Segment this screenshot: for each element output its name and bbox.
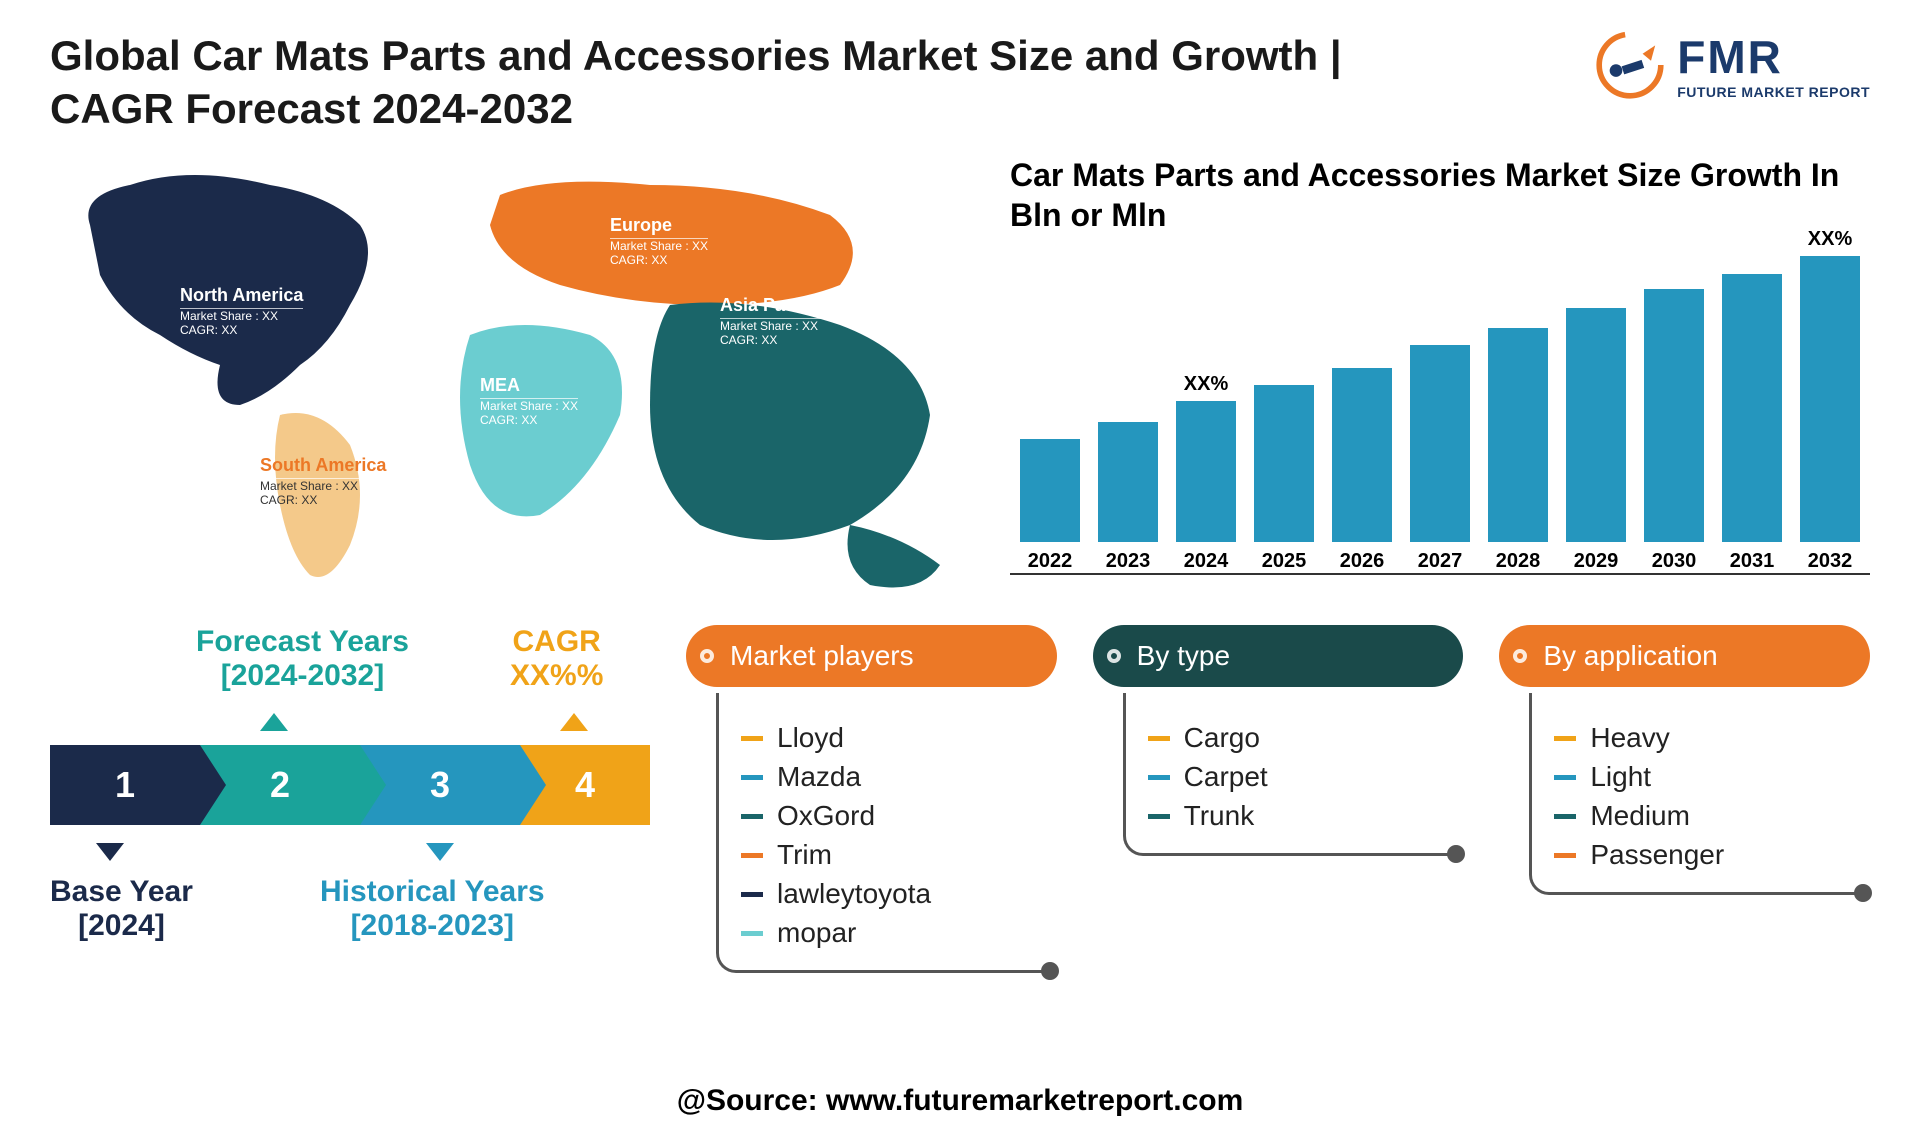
base-value: [2024] — [50, 909, 193, 943]
lower-section: Forecast Years [2024-2032] CAGR XX%% 123… — [50, 625, 1870, 973]
timeline-row: 1234 — [50, 745, 650, 825]
cat-item: lawleytoyota — [741, 878, 1043, 910]
logo-fmr: FMR — [1677, 30, 1870, 84]
world-map: North AmericaMarket Share : XXCAGR: XX So… — [50, 155, 970, 595]
forecast-label: Forecast Years [2024-2032] — [196, 625, 409, 693]
tri-down-navy — [96, 843, 124, 861]
bar-2023: 2023 — [1098, 422, 1158, 573]
cat-item: Cargo — [1148, 722, 1450, 754]
category-list: Cargo Carpet Trunk — [1123, 693, 1464, 856]
bar-2031: 2031 — [1722, 274, 1782, 573]
cat-item: Light — [1554, 761, 1856, 793]
logo-text: FMR FUTURE MARKET REPORT — [1677, 30, 1870, 100]
category-list: Lloyd Mazda OxGord Trim lawleytoyota mopar — [716, 693, 1057, 973]
upper-section: North AmericaMarket Share : XXCAGR: XX So… — [50, 155, 1870, 595]
cat-item: mopar — [741, 917, 1043, 949]
cat-item: Medium — [1554, 800, 1856, 832]
bar-2030: 2030 — [1644, 289, 1704, 573]
timeline: Forecast Years [2024-2032] CAGR XX%% 123… — [50, 625, 650, 973]
cat-item: Lloyd — [741, 722, 1043, 754]
logo-sub: FUTURE MARKET REPORT — [1677, 84, 1870, 100]
tri-up-orange — [560, 713, 588, 731]
base-label-text: Base Year — [50, 875, 193, 909]
historical-label: Historical Years [2018-2023] — [320, 875, 545, 943]
category-pill: Market players — [686, 625, 1057, 687]
categories: Market players Lloyd Mazda OxGord Trim lawley… — [686, 625, 1870, 973]
category-pill: By type — [1093, 625, 1464, 687]
bar-2028: 2028 — [1488, 328, 1548, 573]
tri-down-blue — [426, 843, 454, 861]
region-label-mea: MEAMarket Share : XXCAGR: XX — [480, 375, 578, 427]
cat-item: Passenger — [1554, 839, 1856, 871]
category-list: Heavy Light Medium Passenger — [1529, 693, 1870, 895]
category-2: By application Heavy Light Medium Passenger — [1499, 625, 1870, 973]
region-label-asia_pacific: Asia PacificMarket Share : XXCAGR: XX — [720, 295, 821, 347]
bar-chart: 2022 2023 XX%2024 2025 2026 2027 2028 2029 2030 2… — [1010, 255, 1870, 575]
timeline-step-1: 1 — [50, 745, 200, 825]
bar-chart-area: Car Mats Parts and Accessories Market Si… — [1010, 155, 1870, 595]
bar-2022: 2022 — [1020, 439, 1080, 573]
region-label-europe: EuropeMarket Share : XXCAGR: XX — [610, 215, 708, 267]
cat-item: Mazda — [741, 761, 1043, 793]
bar-2024: XX%2024 — [1176, 401, 1236, 573]
historical-value: [2018-2023] — [320, 909, 545, 943]
region-label-north_america: North AmericaMarket Share : XXCAGR: XX — [180, 285, 303, 337]
cat-item: Heavy — [1554, 722, 1856, 754]
cat-item: Trunk — [1148, 800, 1450, 832]
category-1: By type Cargo Carpet Trunk — [1093, 625, 1464, 973]
cat-item: Trim — [741, 839, 1043, 871]
base-label: Base Year [2024] — [50, 875, 193, 943]
bar-2027: 2027 — [1410, 345, 1470, 573]
forecast-value: [2024-2032] — [196, 659, 409, 693]
header: Global Car Mats Parts and Accessories Ma… — [50, 30, 1870, 135]
bar-2029: 2029 — [1566, 308, 1626, 573]
historical-label-text: Historical Years — [320, 875, 545, 909]
tri-up-teal — [260, 713, 288, 731]
bar-2026: 2026 — [1332, 368, 1392, 573]
cat-item: OxGord — [741, 800, 1043, 832]
region-label-south_america: South AmericaMarket Share : XXCAGR: XX — [260, 455, 386, 507]
cagr-label: CAGR XX%% — [510, 625, 603, 693]
cagr-label-text: CAGR — [510, 625, 603, 659]
bar-2032: XX%2032 — [1800, 256, 1860, 573]
logo: FMR FUTURE MARKET REPORT — [1595, 30, 1870, 100]
chart-title: Car Mats Parts and Accessories Market Si… — [1010, 155, 1870, 235]
page-title: Global Car Mats Parts and Accessories Ma… — [50, 30, 1450, 135]
bar-2025: 2025 — [1254, 385, 1314, 574]
cagr-value: XX%% — [510, 659, 603, 693]
forecast-label-text: Forecast Years — [196, 625, 409, 659]
source-text: @Source: www.futuremarketreport.com — [677, 1084, 1244, 1118]
category-0: Market players Lloyd Mazda OxGord Trim lawley… — [686, 625, 1057, 973]
logo-icon — [1595, 30, 1665, 100]
category-pill: By application — [1499, 625, 1870, 687]
cat-item: Carpet — [1148, 761, 1450, 793]
